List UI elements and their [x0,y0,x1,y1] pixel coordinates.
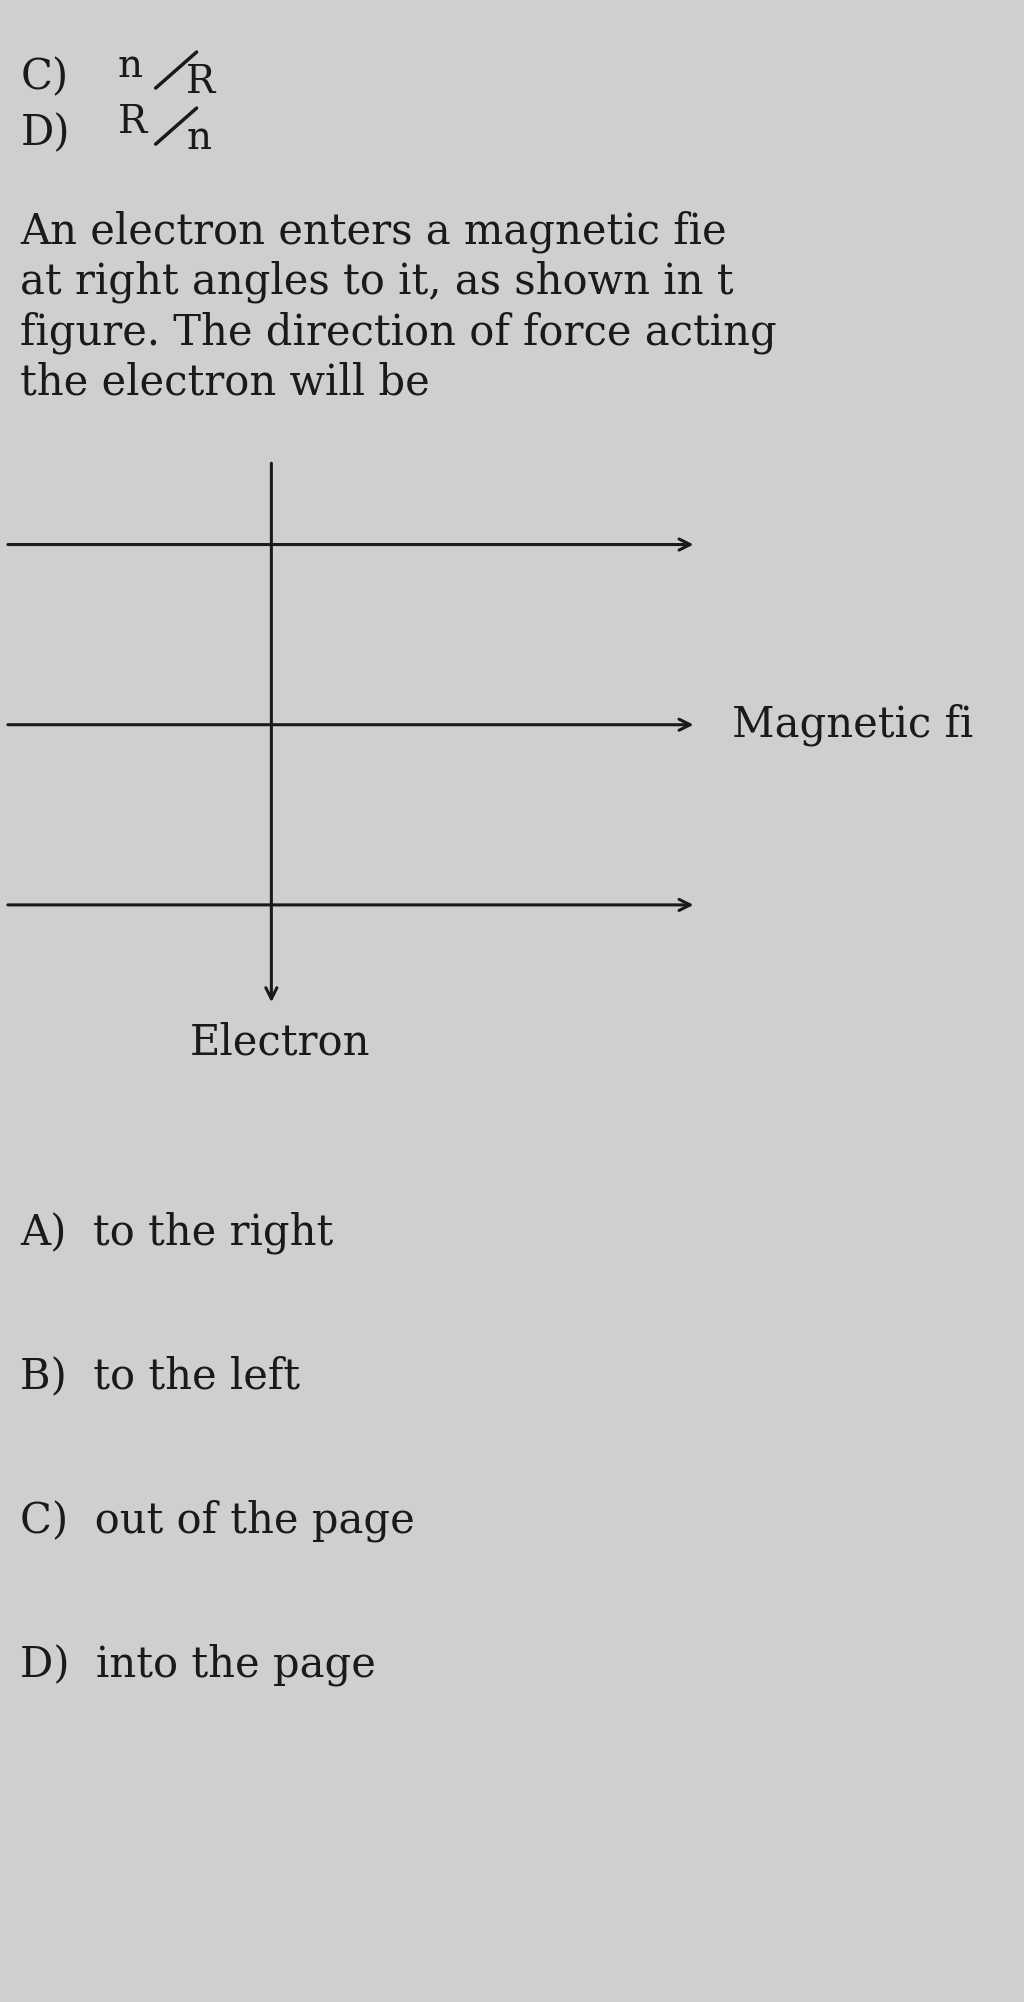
Text: A)  to the right: A) to the right [20,1211,334,1253]
Text: C)  out of the page: C) out of the page [20,1499,415,1542]
Text: D): D) [20,112,70,154]
Text: R: R [186,64,216,100]
Text: n: n [186,120,212,156]
Text: D)  into the page: D) into the page [20,1644,377,1686]
Text: n: n [118,48,143,84]
Text: at right angles to it, as shown in t: at right angles to it, as shown in t [20,260,734,302]
Text: R: R [118,104,147,140]
Text: the electron will be: the electron will be [20,362,430,404]
Text: figure. The direction of force acting: figure. The direction of force acting [20,310,799,354]
Text: Magnetic fi: Magnetic fi [732,703,974,747]
Text: C): C) [20,56,69,98]
Text: B)  to the left: B) to the left [20,1355,300,1397]
Text: Electron: Electron [189,1021,370,1063]
Text: An electron enters a magnetic fie: An electron enters a magnetic fie [20,210,727,252]
